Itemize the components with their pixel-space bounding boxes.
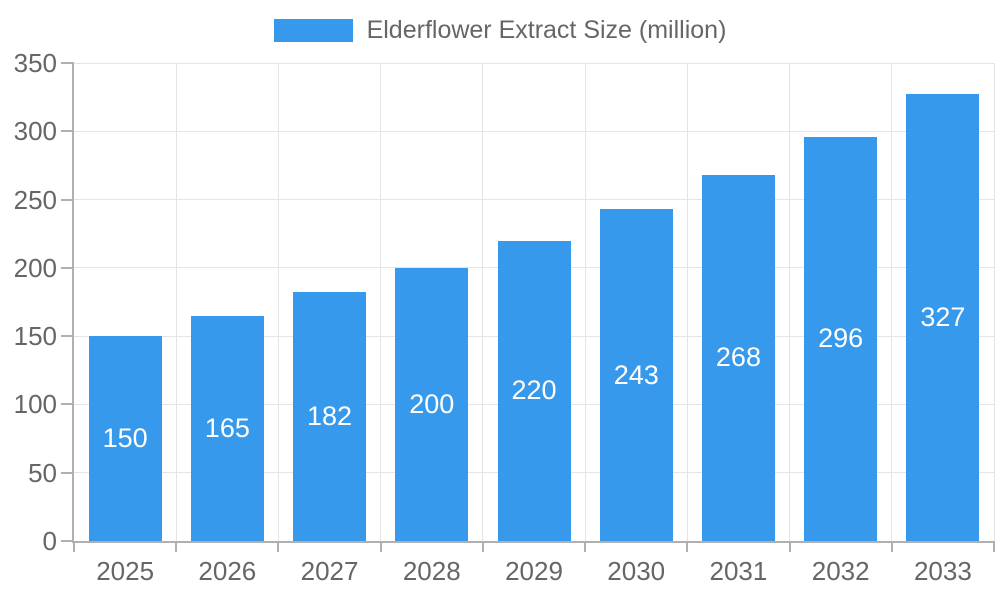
- x-axis-tick: [890, 541, 893, 552]
- bar-2025: 150: [88, 336, 162, 541]
- x-axis-tick-label: 2030: [607, 556, 666, 586]
- x-gridline: [380, 63, 382, 541]
- y-axis-tick-label: 300: [13, 116, 57, 147]
- bar-2030: 243: [599, 209, 673, 541]
- x-axis-tick: [73, 541, 75, 552]
- legend[interactable]: Elderflower Extract Size (million): [0, 17, 1000, 44]
- bar-value-label: 165: [204, 412, 250, 443]
- y-gridline: [74, 199, 994, 201]
- x-gridline: [175, 63, 177, 541]
- bar-value-label: 296: [818, 323, 864, 354]
- legend-swatch: [273, 19, 353, 42]
- y-gridline: [74, 130, 994, 132]
- bar-2028: 200: [395, 267, 469, 541]
- bar-2031: 268: [701, 174, 775, 541]
- bar-value-label: 327: [920, 302, 966, 333]
- x-axis-tick: [379, 541, 382, 552]
- bar-value-label: 182: [307, 401, 353, 432]
- x-gridline: [993, 63, 995, 541]
- x-axis-tick-label: 2028: [402, 556, 461, 586]
- x-axis-tick-label: 2029: [505, 556, 563, 586]
- x-axis-line: [72, 541, 994, 543]
- x-axis-tick: [686, 541, 689, 552]
- bar-2027: 182: [293, 292, 367, 541]
- x-axis-tick: [277, 541, 280, 552]
- x-axis-tick: [481, 541, 484, 552]
- x-gridline: [891, 63, 893, 541]
- x-gridline: [584, 63, 586, 541]
- bar-2029: 220: [497, 240, 571, 541]
- y-axis-tick-label: 50: [28, 457, 57, 488]
- y-axis-tick: [61, 335, 74, 338]
- bar-value-label: 200: [409, 388, 455, 419]
- x-axis-tick-label: 2026: [198, 556, 257, 586]
- x-gridline: [686, 63, 688, 541]
- y-axis-tick-label: 100: [13, 389, 57, 420]
- y-axis-tick: [61, 540, 74, 542]
- x-axis-tick: [584, 541, 587, 552]
- x-axis-tick-label: 2031: [709, 556, 768, 586]
- x-gridline: [277, 63, 279, 541]
- bar-2026: 165: [190, 315, 264, 541]
- y-axis-tick: [61, 266, 74, 269]
- x-axis-tick-label: 2033: [913, 556, 972, 586]
- bar-value-label: 150: [102, 423, 148, 454]
- y-axis-tick-label: 200: [13, 252, 57, 283]
- x-axis-tick: [993, 541, 995, 552]
- x-axis-tick-label: 2027: [300, 556, 359, 586]
- legend-label: Elderflower Extract Size (million): [366, 16, 727, 44]
- y-axis-tick: [61, 62, 74, 64]
- bar-value-label: 220: [511, 375, 557, 406]
- bar-value-label: 243: [613, 359, 659, 390]
- y-axis-tick-label: 250: [13, 184, 57, 215]
- x-axis-tick: [788, 541, 791, 552]
- x-gridline: [789, 63, 791, 541]
- y-axis-line: [72, 63, 74, 541]
- y-axis-tick-label: 350: [13, 48, 57, 78]
- y-axis-tick: [61, 403, 74, 406]
- y-axis-tick: [61, 130, 74, 133]
- y-axis-tick: [61, 198, 74, 201]
- y-axis-tick-label: 0: [42, 526, 57, 556]
- y-axis-tick: [61, 471, 74, 474]
- bar-value-label: 268: [715, 342, 761, 373]
- bar-2032: 296: [804, 136, 878, 541]
- x-axis-tick: [175, 541, 178, 552]
- y-gridline: [74, 62, 994, 64]
- x-axis-tick-label: 2025: [96, 556, 155, 586]
- y-axis-tick-label: 150: [13, 321, 57, 352]
- x-gridline: [482, 63, 484, 541]
- x-axis-tick-label: 2032: [811, 556, 870, 586]
- bar-2033: 327: [906, 94, 980, 541]
